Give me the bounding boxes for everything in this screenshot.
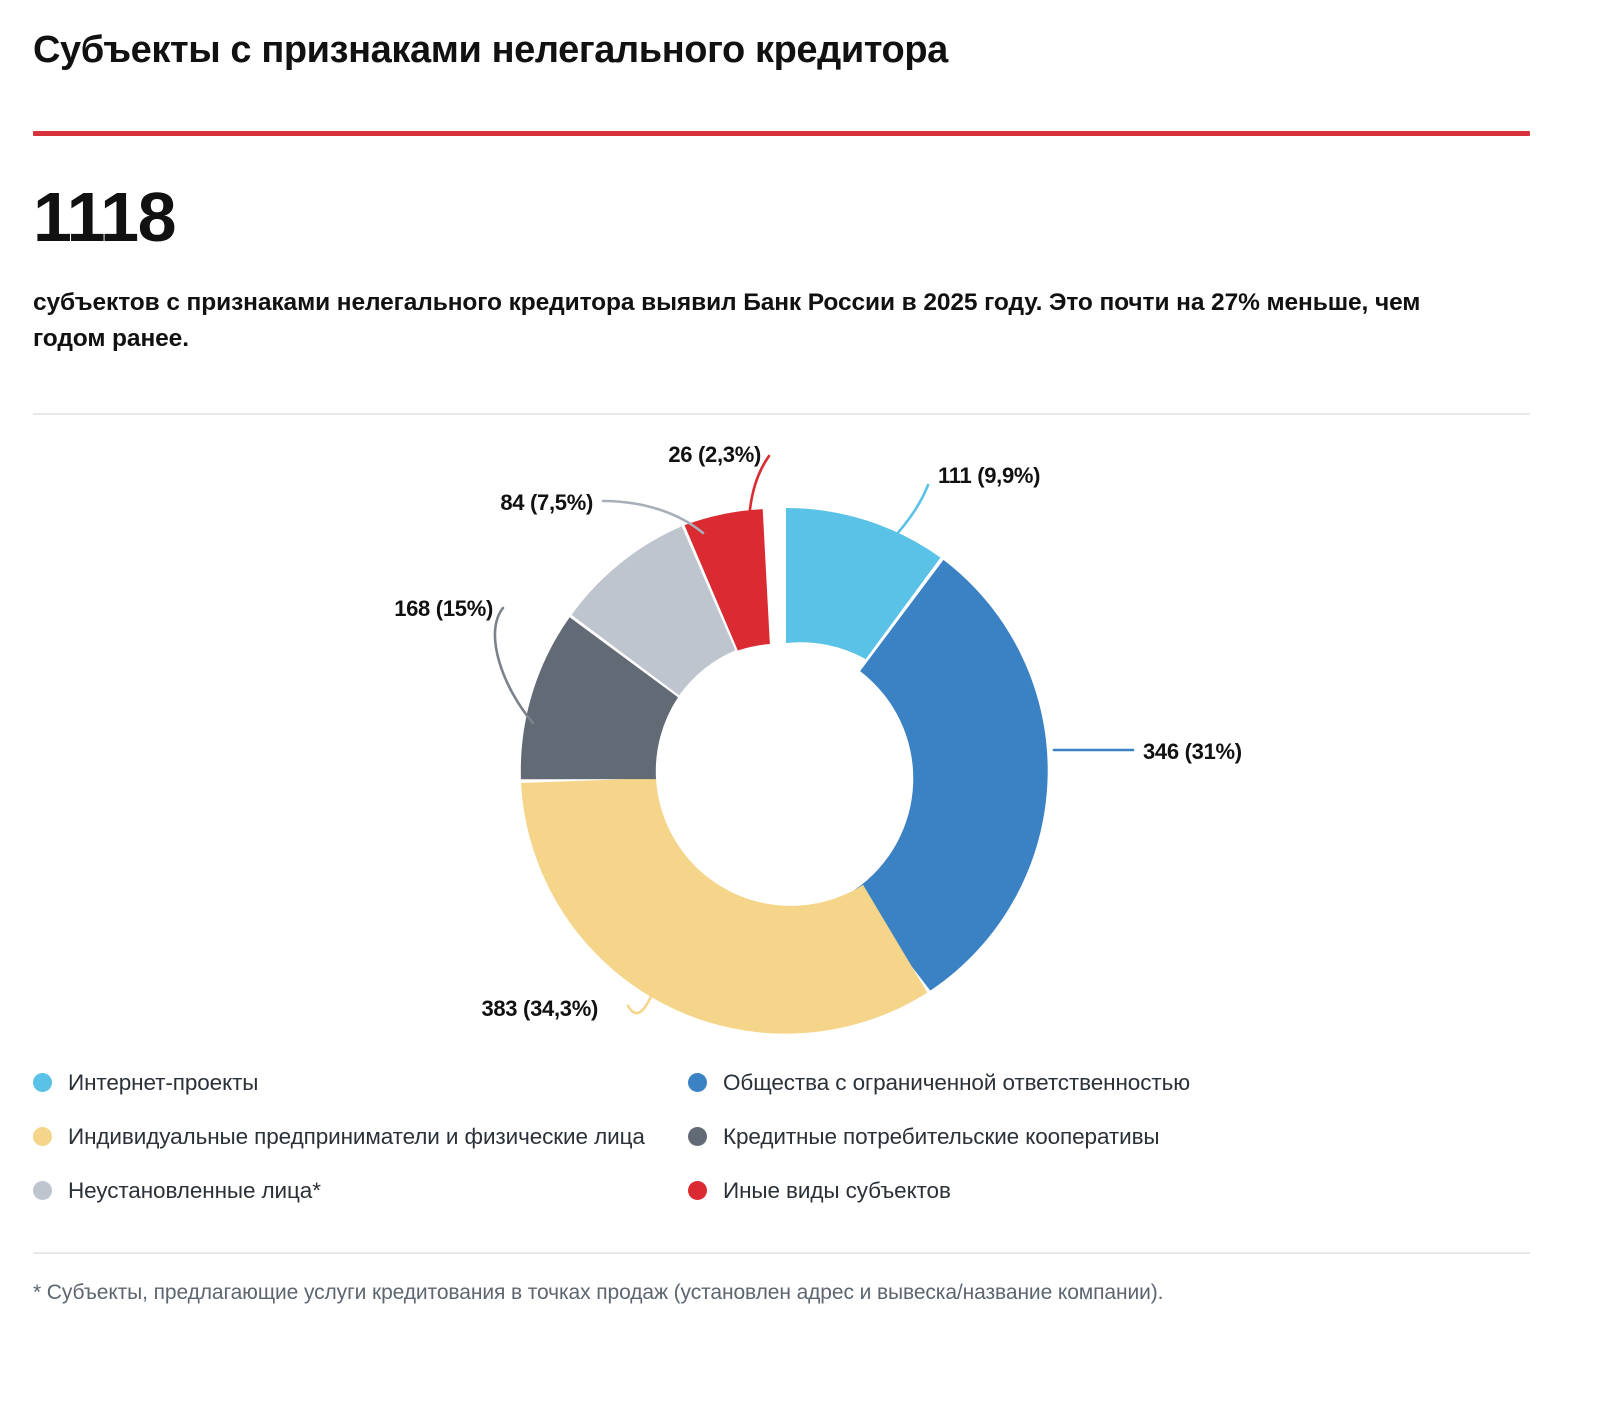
leader-line-internet bbox=[884, 483, 930, 548]
leader-line-cooperatives bbox=[493, 606, 535, 725]
donut-chart-svg: 111 (9,9%) 346 (31%) 383 (34,3%) 168 (15… bbox=[394, 442, 1242, 1034]
data-label-cooperatives: 168 (15%) bbox=[394, 596, 493, 621]
legend-item-unidentified[interactable]: Неустановленные лица* bbox=[33, 1177, 688, 1204]
legend-item-cooperatives[interactable]: Кредитные потребительские кооперативы bbox=[688, 1123, 1530, 1150]
section-divider-top bbox=[33, 413, 1530, 416]
legend-label: Общества с ограниченной ответственностью bbox=[723, 1070, 1190, 1096]
legend-item-internet-projects[interactable]: Интернет-проекты bbox=[33, 1069, 688, 1096]
legend-label: Интернет-проекты bbox=[68, 1070, 259, 1096]
leader-lines bbox=[493, 454, 1135, 1015]
data-label-other: 26 (2,3%) bbox=[668, 442, 761, 467]
slice-cooperatives[interactable] bbox=[520, 617, 678, 780]
slice-ooo[interactable] bbox=[853, 559, 1048, 991]
legend-swatch-icon bbox=[33, 1127, 52, 1147]
legend-swatch-icon bbox=[688, 1127, 707, 1147]
legend-item-individuals[interactable]: Индивидуальные предприниматели и физичес… bbox=[33, 1123, 688, 1150]
leader-line-individuals bbox=[626, 976, 660, 1015]
leader-line-unidentified bbox=[601, 499, 705, 535]
data-label-unidentified: 84 (7,5%) bbox=[500, 490, 593, 515]
legend-item-ooo[interactable]: Общества с ограниченной ответственностью bbox=[688, 1069, 1530, 1096]
chart-legend: Интернет-проекты Общества с ограниченной… bbox=[33, 1069, 1530, 1204]
donut-chart: 111 (9,9%) 346 (31%) 383 (34,3%) 168 (15… bbox=[33, 423, 1530, 1063]
legend-label: Неустановленные лица* bbox=[68, 1178, 321, 1204]
legend-swatch-icon bbox=[33, 1073, 52, 1093]
footnote: * Субъекты, предлагающие услуги кредитов… bbox=[33, 1281, 1164, 1305]
leader-line-other bbox=[747, 454, 771, 521]
donut-slices bbox=[520, 508, 1048, 1034]
slice-other[interactable] bbox=[684, 509, 770, 651]
page-title: Субъекты с признаками нелегального креди… bbox=[33, 29, 948, 71]
slice-unidentified[interactable] bbox=[571, 526, 736, 696]
legend-item-other[interactable]: Иные виды субъектов bbox=[688, 1177, 1530, 1204]
legend-swatch-icon bbox=[688, 1181, 707, 1201]
legend-swatch-icon bbox=[33, 1181, 52, 1201]
legend-swatch-icon bbox=[688, 1073, 707, 1093]
legend-label: Индивидуальные предприниматели и физичес… bbox=[68, 1124, 645, 1150]
data-label-internet: 111 (9,9%) bbox=[938, 463, 1040, 488]
headline-number: 1118 bbox=[33, 177, 177, 256]
data-label-ooo: 346 (31%) bbox=[1143, 739, 1242, 764]
legend-label: Кредитные потребительские кооперативы bbox=[723, 1124, 1160, 1150]
section-divider-bottom bbox=[33, 1252, 1530, 1255]
title-divider bbox=[33, 130, 1530, 136]
legend-label: Иные виды субъектов bbox=[723, 1178, 951, 1204]
headline-description: субъектов с признаками нелегального кред… bbox=[33, 288, 1421, 352]
slice-internet-projects[interactable] bbox=[786, 508, 941, 660]
data-label-individuals: 383 (34,3%) bbox=[481, 996, 598, 1021]
slice-individuals[interactable] bbox=[521, 778, 928, 1034]
